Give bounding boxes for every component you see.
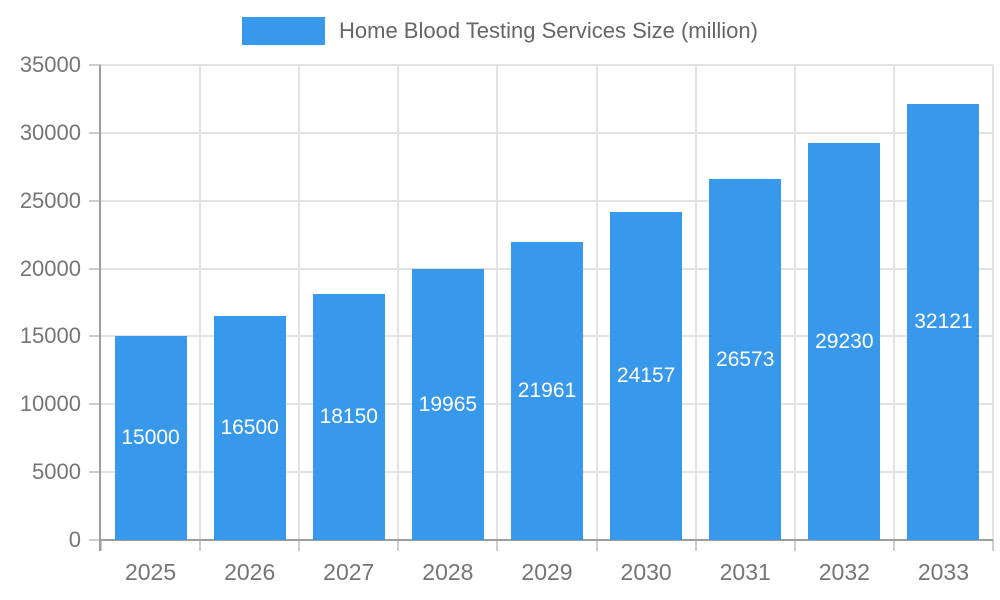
y-tick-label: 20000 xyxy=(19,255,81,281)
legend-label: Home Blood Testing Services Size (millio… xyxy=(339,18,758,43)
bar-value-label: 18150 xyxy=(319,404,378,428)
x-gridline xyxy=(793,65,796,540)
x-tick-label: 2031 xyxy=(719,559,771,585)
bar-value-label: 16500 xyxy=(220,416,279,440)
x-tick xyxy=(992,540,994,551)
y-tick xyxy=(89,471,101,474)
y-tick xyxy=(89,539,101,541)
bar xyxy=(709,179,782,540)
y-axis-line xyxy=(99,65,101,551)
x-gridline xyxy=(298,65,301,540)
y-tick-label: 10000 xyxy=(19,391,81,417)
bar-value-label: 21961 xyxy=(517,378,577,402)
bar-value-label: 26573 xyxy=(716,347,775,371)
x-tick-label: 2027 xyxy=(323,559,375,585)
x-tick xyxy=(199,540,202,551)
bar xyxy=(312,293,385,540)
y-tick-label: 30000 xyxy=(19,119,81,145)
x-tick xyxy=(694,540,697,551)
y-tick xyxy=(89,64,101,66)
x-tick xyxy=(595,540,598,551)
x-axis-line xyxy=(99,539,993,541)
y-tick-label: 35000 xyxy=(19,52,81,77)
bar-value-label: 24157 xyxy=(616,364,676,388)
x-gridline xyxy=(595,65,598,540)
x-tick xyxy=(298,540,301,551)
x-tick-label: 2029 xyxy=(521,559,573,585)
y-gridline xyxy=(101,199,993,202)
y-gridline xyxy=(101,131,993,134)
legend-swatch xyxy=(242,17,325,45)
bar xyxy=(114,336,187,540)
x-gridline xyxy=(397,65,400,540)
y-tick xyxy=(89,199,101,202)
x-tick-label: 2032 xyxy=(818,559,870,585)
bar-value-label: 32121 xyxy=(914,310,973,334)
y-tick xyxy=(89,403,101,406)
x-tick xyxy=(793,540,796,551)
x-tick xyxy=(892,540,895,551)
y-tick xyxy=(89,267,101,270)
bar xyxy=(511,241,583,540)
bar xyxy=(411,269,484,540)
x-gridline xyxy=(496,65,499,540)
x-tick xyxy=(496,540,499,551)
x-tick xyxy=(100,540,102,551)
y-tick-label: 0 xyxy=(68,527,81,552)
bar xyxy=(610,212,683,540)
bar xyxy=(213,316,286,540)
y-tick xyxy=(89,131,101,134)
bar-value-label: 29230 xyxy=(815,329,874,353)
bar xyxy=(808,143,881,540)
x-gridline xyxy=(892,65,895,540)
x-tick-label: 2025 xyxy=(124,559,177,585)
y-tick-label: 15000 xyxy=(19,323,81,349)
x-tick-label: 2033 xyxy=(917,559,970,585)
bar-value-label: 19965 xyxy=(418,392,478,416)
bar-value-label: 15000 xyxy=(121,426,180,450)
y-tick-label: 5000 xyxy=(32,459,81,485)
y-tick-label: 25000 xyxy=(19,187,81,213)
x-tick-label: 2030 xyxy=(620,559,672,585)
x-tick xyxy=(397,540,400,551)
y-tick xyxy=(89,335,101,338)
x-gridline xyxy=(694,65,697,540)
y-gridline xyxy=(101,64,993,66)
x-gridline xyxy=(992,65,994,540)
x-tick-label: 2026 xyxy=(224,559,276,585)
bar xyxy=(907,104,980,540)
x-gridline xyxy=(199,65,202,540)
legend[interactable]: Home Blood Testing Services Size (millio… xyxy=(0,16,1000,46)
x-tick-label: 2028 xyxy=(422,559,474,585)
